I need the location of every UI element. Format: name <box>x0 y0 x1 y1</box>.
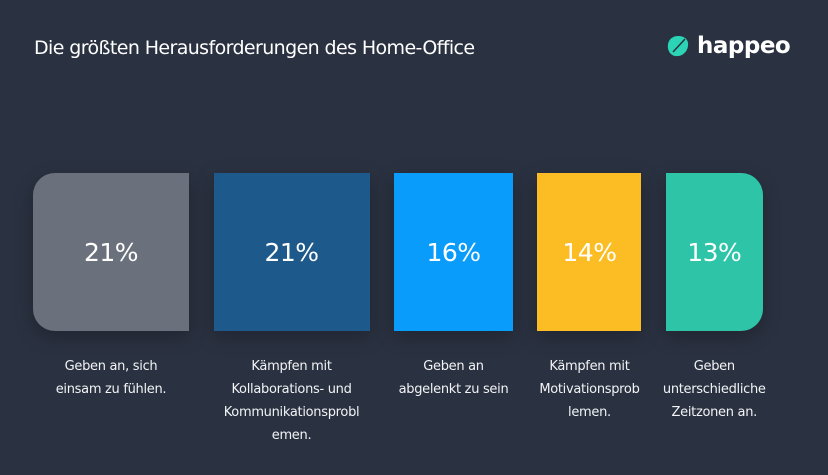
happeo-logo: happeo <box>666 33 791 59</box>
data-label: 13% <box>687 237 742 267</box>
category-label-line: Kämpfen mit <box>251 359 332 374</box>
category-label-line: Kommunikationsprobl <box>223 405 360 420</box>
category-label-line: Geben <box>693 359 735 374</box>
bar-4: 14% <box>537 173 642 331</box>
category-label-line: abgelenkt zu sein <box>398 382 509 397</box>
bar-1: 21% <box>33 173 190 331</box>
bar-5: 13% <box>665 173 763 331</box>
happeo-leaf-icon <box>667 36 689 57</box>
category-label: Kämpfen mit Motivationsprob lemen. <box>489 355 689 424</box>
data-label: 21% <box>264 237 319 267</box>
category-label-line: emen. <box>271 428 312 443</box>
data-label: 21% <box>83 237 139 267</box>
category-label-line: Zeitzonen an. <box>671 405 758 420</box>
category-label-line: Kollaborations- und <box>231 382 352 397</box>
logo-text: happeo <box>697 33 791 59</box>
category-label-line: Geben an <box>423 359 484 374</box>
category-label-line: Motivationsprob <box>539 382 640 397</box>
category-label-line: lemen. <box>568 405 611 420</box>
data-label: 16% <box>426 237 481 267</box>
category-label: Geben an, sich einsam zu fühlen. <box>11 355 211 401</box>
data-label: 14% <box>562 237 617 267</box>
category-label: Geben unterschiedliche Zeitzonen an. <box>614 355 814 424</box>
chart-title: Die größten Herausforderungen des Home-O… <box>34 37 475 59</box>
category-label-line: Kämpfen mit <box>549 359 630 374</box>
category-label-line: unterschiedliche <box>662 382 766 397</box>
category-label: Kämpfen mit Kollaborations- und Kommunikat… <box>192 355 392 447</box>
category-label-line: Geben an, sich <box>64 359 158 374</box>
category-label: Geben an abgelenkt zu sein <box>354 355 554 401</box>
bar-2: 21% <box>213 173 370 331</box>
bar-3: 16% <box>394 173 513 331</box>
category-label-line: einsam zu fühlen. <box>55 382 167 397</box>
